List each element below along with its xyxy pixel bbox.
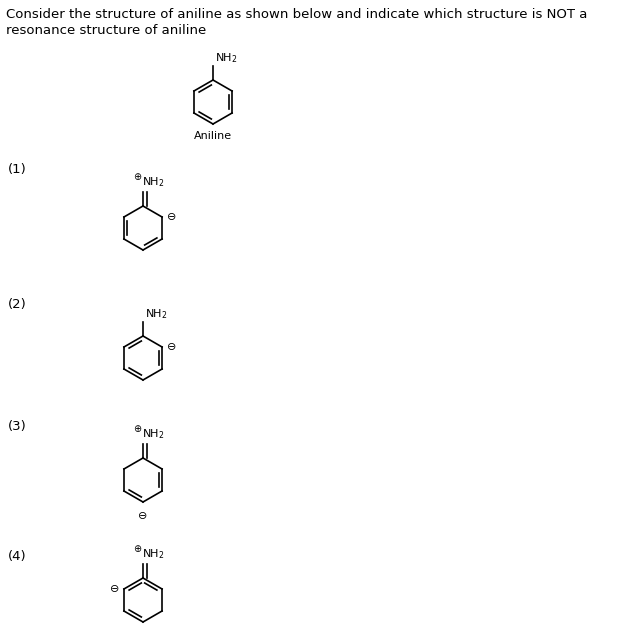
- Text: (3): (3): [8, 420, 27, 433]
- Text: ⊕: ⊕: [133, 424, 141, 434]
- Text: ⊖: ⊖: [138, 511, 148, 521]
- Text: NH$_2$: NH$_2$: [145, 307, 167, 321]
- Text: resonance structure of aniline: resonance structure of aniline: [6, 24, 206, 37]
- Text: ⊕: ⊕: [133, 172, 141, 182]
- Text: ⊖: ⊖: [109, 584, 119, 594]
- Text: ⊖: ⊖: [167, 342, 176, 352]
- Text: NH$_2$: NH$_2$: [142, 547, 165, 561]
- Text: (1): (1): [8, 163, 27, 176]
- Text: ⊕: ⊕: [133, 544, 141, 554]
- Text: Aniline: Aniline: [194, 131, 232, 141]
- Text: (4): (4): [8, 550, 27, 563]
- Text: Consider the structure of aniline as shown below and indicate which structure is: Consider the structure of aniline as sho…: [6, 8, 588, 21]
- Text: NH$_2$: NH$_2$: [142, 175, 165, 189]
- Text: ⊖: ⊖: [167, 212, 176, 222]
- Text: NH$_2$: NH$_2$: [215, 51, 238, 65]
- Text: NH$_2$: NH$_2$: [142, 427, 165, 441]
- Text: (2): (2): [8, 298, 27, 311]
